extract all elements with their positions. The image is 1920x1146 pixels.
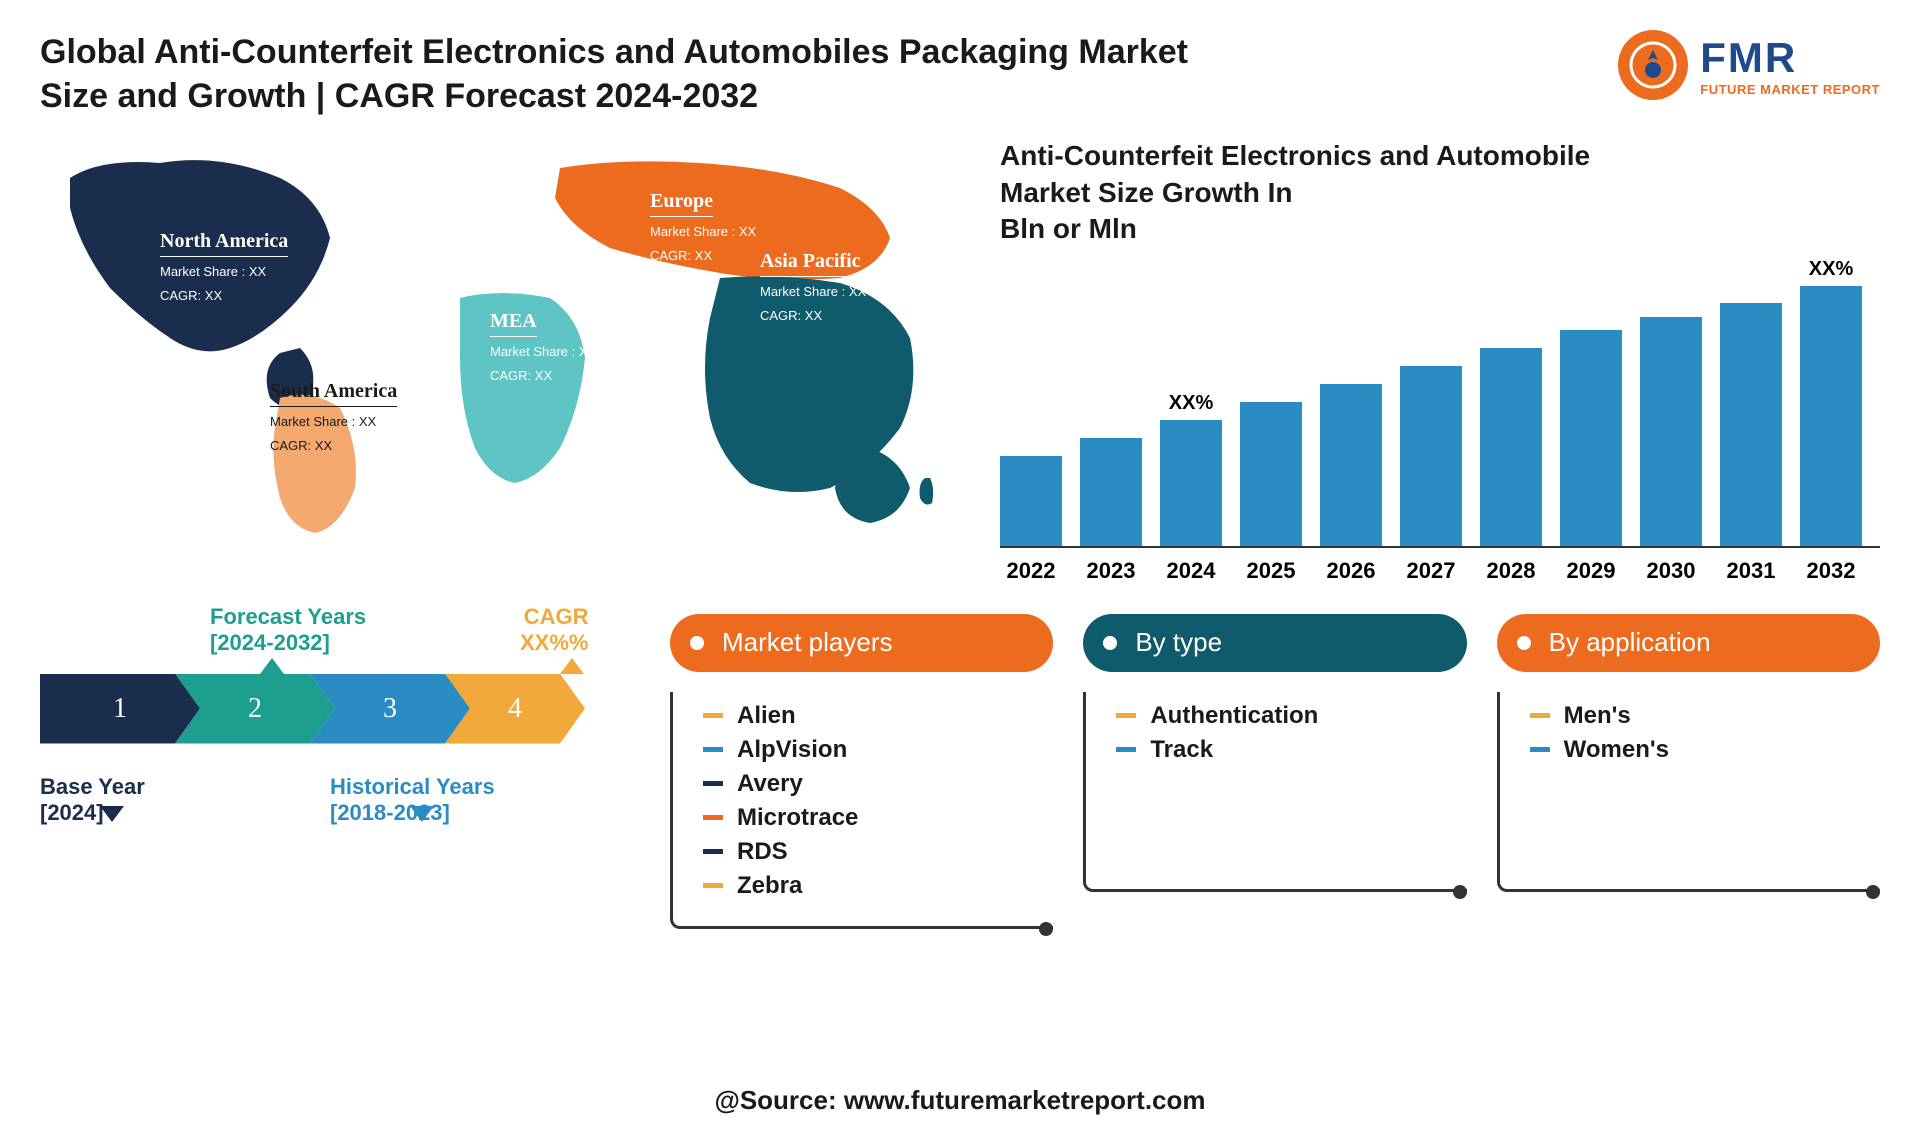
year-label-2024: 2024 <box>1160 558 1222 584</box>
year-label-2030: 2030 <box>1640 558 1702 584</box>
year-label-2029: 2029 <box>1560 558 1622 584</box>
bar-2031 <box>1720 303 1782 545</box>
year-label-2026: 2026 <box>1320 558 1382 584</box>
historical-label: Historical Years [2018-2023] <box>330 774 495 827</box>
bar-2024: XX% <box>1160 420 1222 546</box>
logo: FMR FUTURE MARKET REPORT <box>1618 30 1880 100</box>
bar-2023 <box>1080 438 1142 546</box>
list-item: Zebra <box>703 872 1053 900</box>
logo-icon <box>1618 30 1688 100</box>
list-item: Microtrace <box>703 804 1053 832</box>
year-label-2022: 2022 <box>1000 558 1062 584</box>
list-item: AlpVision <box>703 736 1053 764</box>
list-item: RDS <box>703 838 1053 866</box>
year-label-2031: 2031 <box>1720 558 1782 584</box>
bar-2026 <box>1320 384 1382 545</box>
source-attribution: @Source: www.futuremarketreport.com <box>714 1085 1205 1116</box>
bar-2032: XX% <box>1800 286 1862 546</box>
page-title: Global Anti-Counterfeit Electronics and … <box>40 30 1240 118</box>
list-item: Authentication <box>1116 702 1466 730</box>
bar-chart: Anti-Counterfeit Electronics and Automob… <box>980 138 1880 583</box>
base-year-label: Base Year [2024] <box>40 774 145 827</box>
year-label-2027: 2027 <box>1400 558 1462 584</box>
year-label-2023: 2023 <box>1080 558 1142 584</box>
region-label-north-america: North AmericaMarket Share : XXCAGR: XX <box>160 228 288 306</box>
list-item: Alien <box>703 702 1053 730</box>
forecast-label: Forecast Years [2024-2032] <box>210 604 366 657</box>
bar-2027 <box>1400 366 1462 545</box>
timeline-segment-1: 1 <box>40 674 200 744</box>
year-label-2025: 2025 <box>1240 558 1302 584</box>
list-item: Avery <box>703 770 1053 798</box>
world-map: North AmericaMarket Share : XXCAGR: XX So… <box>40 138 940 538</box>
bar-2028 <box>1480 348 1542 545</box>
logo-sub-text: FUTURE MARKET REPORT <box>1700 82 1880 97</box>
bar-2029 <box>1560 330 1622 545</box>
category-header: By application <box>1497 614 1880 672</box>
chart-title: Anti-Counterfeit Electronics and Automob… <box>1000 138 1880 247</box>
logo-main-text: FMR <box>1700 34 1880 82</box>
year-label-2028: 2028 <box>1480 558 1542 584</box>
cagr-label: CAGR XX%% <box>520 604 588 657</box>
year-label-2032: 2032 <box>1800 558 1862 584</box>
bar-2030 <box>1640 317 1702 546</box>
category-header: By type <box>1083 614 1466 672</box>
region-label-mea: MEAMarket Share : XXCAGR: XX <box>490 308 596 386</box>
category-market-players: Market players Alien AlpVision Avery Microt… <box>670 614 1053 929</box>
list-item: Men's <box>1530 702 1880 730</box>
category-header: Market players <box>670 614 1053 672</box>
bar-2025 <box>1240 402 1302 545</box>
category-by-type: By type Authentication Track <box>1083 614 1466 929</box>
bar-2022 <box>1000 456 1062 546</box>
region-label-asia-pacific: Asia PacificMarket Share : XXCAGR: XX <box>760 248 866 326</box>
region-label-europe: EuropeMarket Share : XXCAGR: XX <box>650 188 756 266</box>
region-label-south-america: South AmericaMarket Share : XXCAGR: XX <box>270 378 397 456</box>
list-item: Women's <box>1530 736 1880 764</box>
timeline: Forecast Years [2024-2032] CAGR XX%% 123… <box>40 614 640 744</box>
list-item: Track <box>1116 736 1466 764</box>
category-by-application: By application Men's Women's <box>1497 614 1880 929</box>
